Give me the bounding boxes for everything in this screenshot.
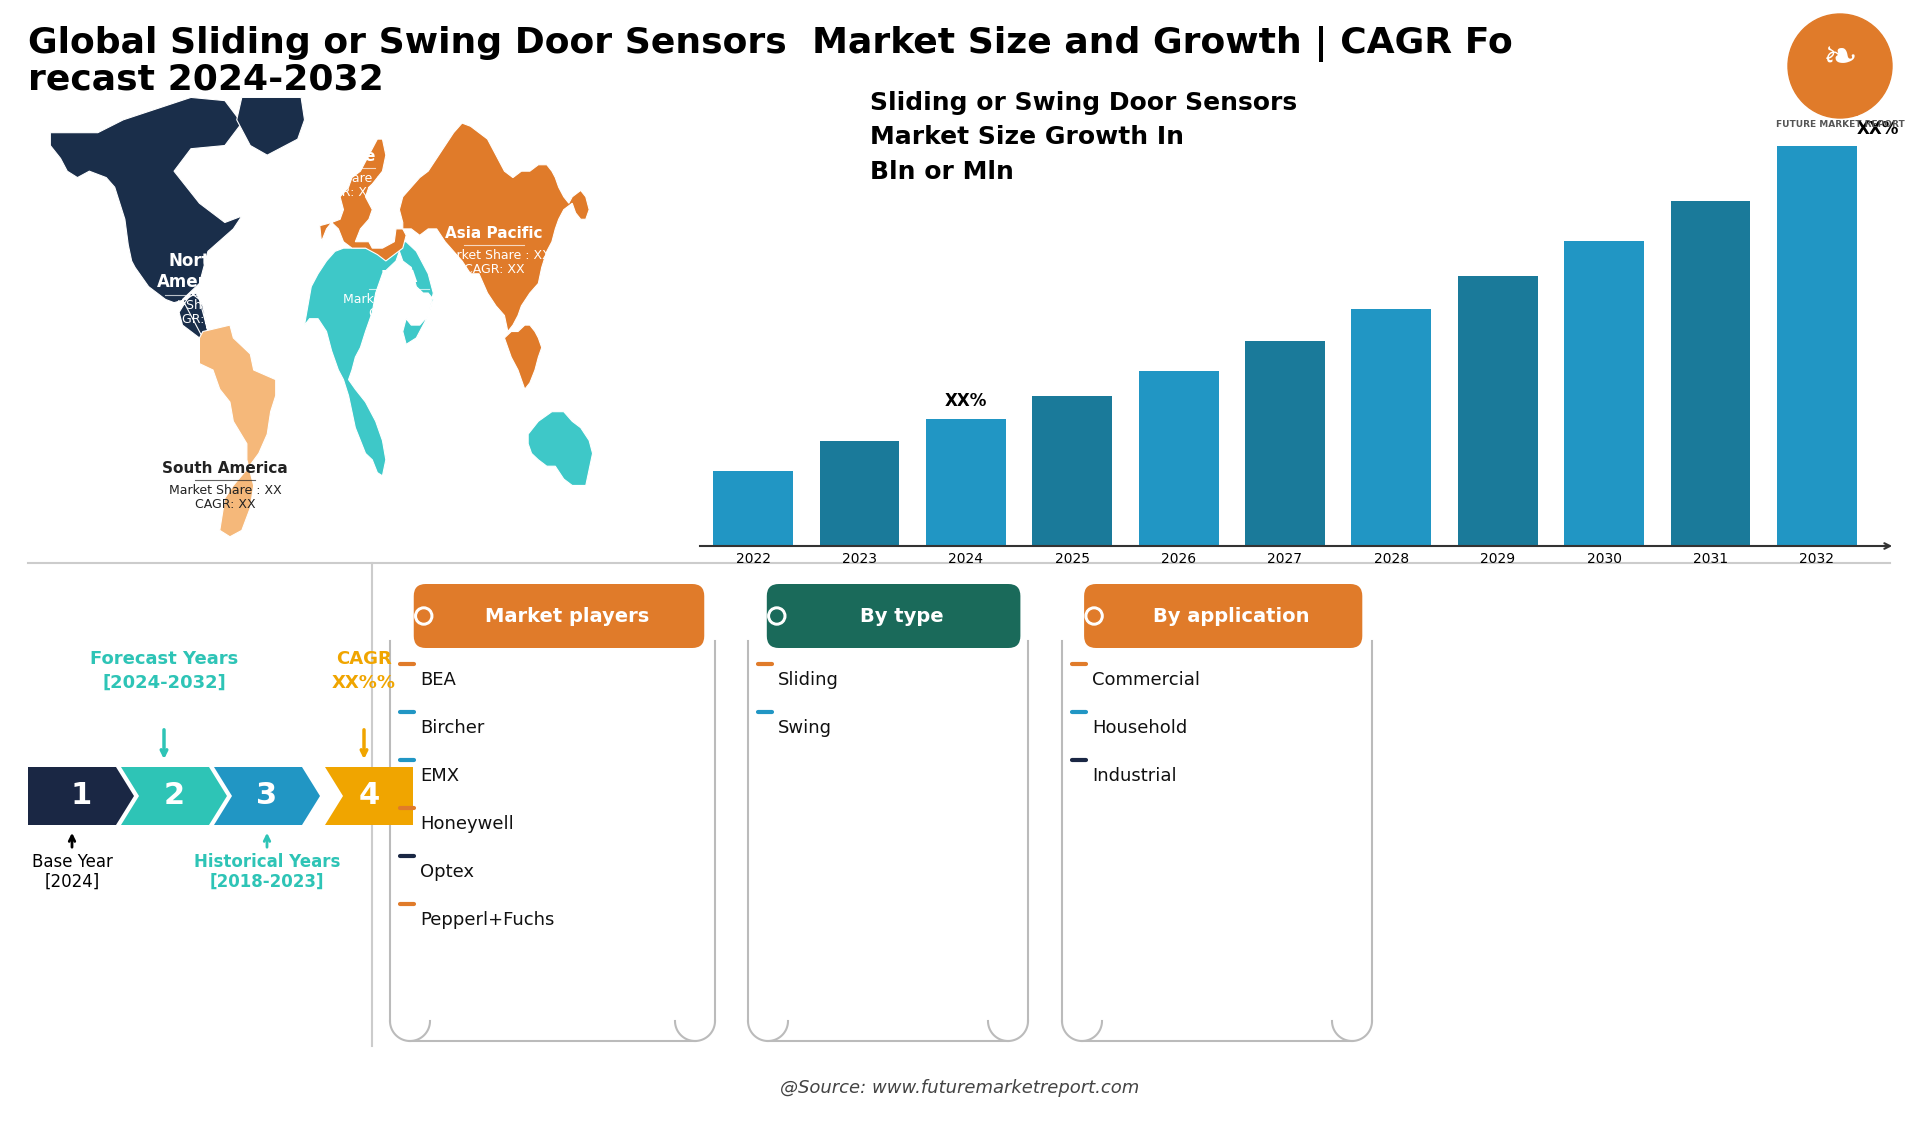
Circle shape bbox=[415, 607, 432, 625]
Text: Sliding: Sliding bbox=[778, 672, 839, 689]
Text: 2028: 2028 bbox=[1375, 552, 1409, 566]
Text: Commercial: Commercial bbox=[1092, 672, 1200, 689]
Polygon shape bbox=[528, 411, 593, 486]
Text: Bircher: Bircher bbox=[420, 719, 484, 737]
Text: 2024: 2024 bbox=[948, 552, 983, 566]
Text: XX%: XX% bbox=[945, 392, 987, 410]
Circle shape bbox=[1089, 610, 1100, 622]
FancyBboxPatch shape bbox=[1033, 397, 1112, 545]
FancyBboxPatch shape bbox=[1085, 584, 1363, 647]
Circle shape bbox=[768, 607, 785, 625]
FancyBboxPatch shape bbox=[1139, 371, 1219, 545]
Text: Market Share : XX: Market Share : XX bbox=[169, 484, 282, 497]
Text: MEA: MEA bbox=[380, 270, 417, 285]
Text: Market Share : XX: Market Share : XX bbox=[342, 293, 455, 306]
FancyBboxPatch shape bbox=[1352, 308, 1430, 545]
Text: CAGR: XX: CAGR: XX bbox=[465, 264, 524, 276]
Text: EMX: EMX bbox=[420, 767, 459, 785]
Text: 2: 2 bbox=[163, 782, 184, 810]
Text: Base Year: Base Year bbox=[31, 853, 113, 871]
Text: North
America: North America bbox=[157, 252, 232, 291]
Polygon shape bbox=[213, 767, 321, 825]
Text: [2024]: [2024] bbox=[44, 873, 100, 890]
Text: South America: South America bbox=[161, 461, 288, 476]
Text: Optex: Optex bbox=[420, 863, 474, 881]
Text: Historical Years: Historical Years bbox=[194, 853, 340, 871]
Text: 1: 1 bbox=[71, 782, 92, 810]
Text: Market players: Market players bbox=[486, 606, 649, 626]
Text: Market Share : XX: Market Share : XX bbox=[438, 250, 551, 262]
Text: ❧: ❧ bbox=[1822, 37, 1857, 79]
Text: Industrial: Industrial bbox=[1092, 767, 1177, 785]
Text: CAGR: XX: CAGR: XX bbox=[315, 186, 376, 199]
Text: Swing: Swing bbox=[778, 719, 831, 737]
Text: BEA: BEA bbox=[420, 672, 455, 689]
Polygon shape bbox=[324, 767, 413, 825]
FancyBboxPatch shape bbox=[820, 441, 899, 545]
Text: By type: By type bbox=[860, 606, 943, 626]
Circle shape bbox=[770, 610, 783, 622]
Text: By application: By application bbox=[1152, 606, 1309, 626]
Polygon shape bbox=[505, 325, 541, 390]
FancyBboxPatch shape bbox=[1565, 241, 1644, 545]
Text: CAGR
XX%%: CAGR XX%% bbox=[332, 651, 396, 692]
Circle shape bbox=[419, 610, 430, 622]
Text: FUTURE MARKET REPORT: FUTURE MARKET REPORT bbox=[1776, 120, 1905, 129]
Text: 4: 4 bbox=[359, 782, 380, 810]
Text: @Source: www.futuremarketreport.com: @Source: www.futuremarketreport.com bbox=[780, 1080, 1140, 1097]
Text: 2031: 2031 bbox=[1693, 552, 1728, 566]
FancyBboxPatch shape bbox=[766, 584, 1020, 647]
Text: Asia Pacific: Asia Pacific bbox=[445, 227, 543, 242]
Text: 2025: 2025 bbox=[1054, 552, 1091, 566]
Text: Forecast Years
[2024-2032]: Forecast Years [2024-2032] bbox=[90, 651, 238, 692]
Text: 2032: 2032 bbox=[1799, 552, 1834, 566]
Circle shape bbox=[1788, 14, 1891, 118]
Text: Market Share : XX: Market Share : XX bbox=[288, 172, 401, 185]
FancyBboxPatch shape bbox=[1776, 146, 1857, 545]
Text: 2027: 2027 bbox=[1267, 552, 1302, 566]
Text: 2029: 2029 bbox=[1480, 552, 1515, 566]
Polygon shape bbox=[29, 767, 134, 825]
Polygon shape bbox=[399, 123, 589, 331]
Polygon shape bbox=[121, 767, 227, 825]
Polygon shape bbox=[200, 325, 276, 536]
Text: [2018-2023]: [2018-2023] bbox=[209, 873, 324, 890]
Text: CAGR: XX: CAGR: XX bbox=[369, 307, 430, 321]
FancyBboxPatch shape bbox=[413, 584, 705, 647]
Text: recast 2024-2032: recast 2024-2032 bbox=[29, 63, 384, 97]
Text: 2026: 2026 bbox=[1162, 552, 1196, 566]
Text: 3: 3 bbox=[257, 782, 278, 810]
Text: Honeywell: Honeywell bbox=[420, 815, 515, 833]
Text: FMR: FMR bbox=[1822, 104, 1859, 119]
FancyBboxPatch shape bbox=[1244, 342, 1325, 545]
FancyBboxPatch shape bbox=[1670, 201, 1751, 545]
Text: CAGR: XX: CAGR: XX bbox=[194, 499, 255, 511]
Polygon shape bbox=[236, 97, 305, 155]
Text: 2023: 2023 bbox=[843, 552, 877, 566]
Text: Market Share : XX: Market Share : XX bbox=[138, 299, 252, 312]
FancyBboxPatch shape bbox=[714, 471, 793, 545]
Text: Sliding or Swing Door Sensors
Market Size Growth In
Bln or Mln: Sliding or Swing Door Sensors Market Siz… bbox=[870, 91, 1298, 183]
Text: Europe: Europe bbox=[315, 149, 376, 164]
Text: CAGR: XX: CAGR: XX bbox=[165, 313, 225, 325]
FancyBboxPatch shape bbox=[1457, 276, 1538, 545]
Polygon shape bbox=[305, 242, 434, 476]
Polygon shape bbox=[50, 97, 242, 338]
Text: Household: Household bbox=[1092, 719, 1187, 737]
Text: Pepperl+Fuchs: Pepperl+Fuchs bbox=[420, 911, 555, 929]
Text: Global Sliding or Swing Door Sensors  Market Size and Growth | CAGR Fo: Global Sliding or Swing Door Sensors Mar… bbox=[29, 26, 1513, 62]
Polygon shape bbox=[319, 139, 407, 261]
Text: 2030: 2030 bbox=[1586, 552, 1622, 566]
Text: XX%: XX% bbox=[1857, 120, 1899, 138]
Text: 2022: 2022 bbox=[735, 552, 770, 566]
Circle shape bbox=[1085, 607, 1104, 625]
FancyBboxPatch shape bbox=[925, 418, 1006, 545]
